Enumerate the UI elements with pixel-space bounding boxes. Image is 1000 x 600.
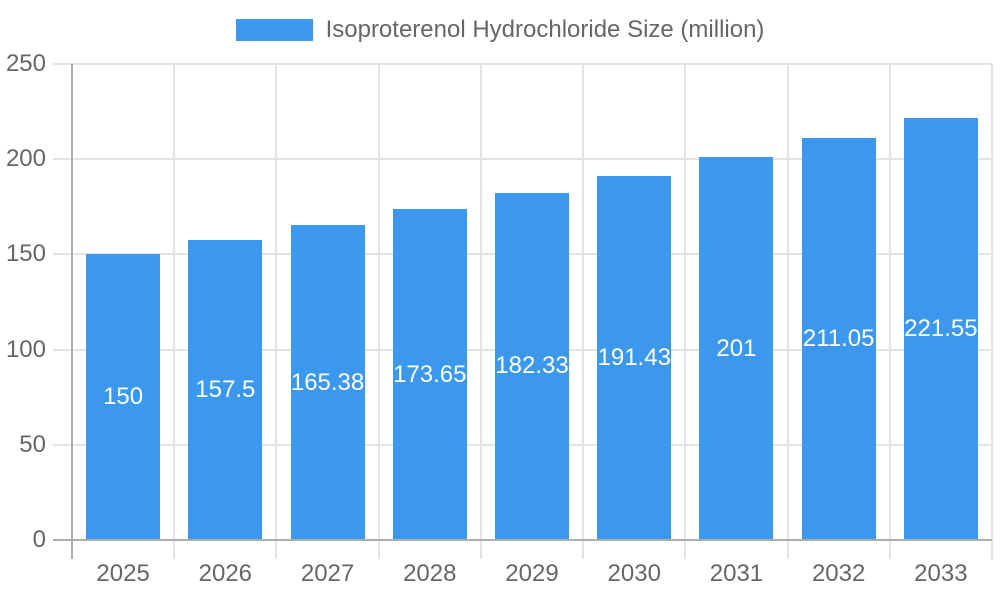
- bar-value-label: 201: [716, 334, 757, 362]
- x-tick-label: 2026: [198, 560, 253, 587]
- v-gridline: [991, 64, 993, 559]
- bar[interactable]: [801, 138, 876, 539]
- bar-value-label: 182.33: [495, 352, 569, 380]
- h-gridline: [53, 63, 992, 65]
- v-gridline: [786, 64, 789, 559]
- y-tick-label: 250: [5, 50, 46, 77]
- bar[interactable]: [903, 118, 978, 539]
- y-tick-label: 0: [32, 526, 46, 553]
- y-tick-label: 200: [5, 145, 46, 173]
- x-tick-label: 2030: [607, 560, 661, 587]
- y-axis-line: [71, 64, 73, 559]
- bar[interactable]: [699, 157, 774, 539]
- x-tick-label: 2032: [811, 560, 866, 587]
- x-tick-label: 2033: [914, 560, 968, 587]
- v-gridline: [377, 64, 380, 559]
- x-tick-label: 2031: [709, 560, 764, 587]
- bar-value-label: 211.05: [802, 325, 875, 353]
- v-gridline: [479, 64, 482, 559]
- bar-value-label: 165.38: [290, 368, 365, 396]
- v-gridline: [173, 64, 176, 559]
- v-gridline: [582, 64, 585, 559]
- bar[interactable]: [597, 175, 672, 539]
- y-tick-label: 50: [19, 430, 46, 458]
- bar[interactable]: [392, 209, 467, 539]
- x-tick-label: 2027: [300, 560, 355, 587]
- legend-swatch: [235, 19, 313, 41]
- bar-value-label: 173.65: [393, 360, 467, 388]
- v-gridline: [888, 64, 891, 559]
- bar[interactable]: [86, 254, 161, 539]
- y-tick-label: 150: [5, 240, 46, 268]
- bar-value-label: 191.43: [597, 343, 671, 371]
- bar[interactable]: [495, 192, 569, 539]
- v-gridline: [684, 64, 687, 559]
- bar-value-label: 157.5: [195, 376, 256, 404]
- x-tick-label: 2029: [505, 560, 559, 587]
- legend[interactable]: Isoproterenol Hydrochloride Size (millio…: [0, 16, 1000, 44]
- y-tick-label: 100: [5, 335, 46, 363]
- bar[interactable]: [188, 240, 263, 539]
- v-gridline: [275, 64, 278, 559]
- x-tick-label: 2028: [403, 560, 457, 587]
- bar-value-label: 221.55: [904, 315, 978, 343]
- x-axis-line: [53, 539, 992, 541]
- h-gridline: [53, 158, 992, 161]
- x-tick-label: 2025: [96, 560, 150, 587]
- bar[interactable]: [290, 225, 365, 539]
- legend-label: Isoproterenol Hydrochloride Size (millio…: [325, 16, 765, 43]
- bar-value-label: 150: [103, 383, 144, 411]
